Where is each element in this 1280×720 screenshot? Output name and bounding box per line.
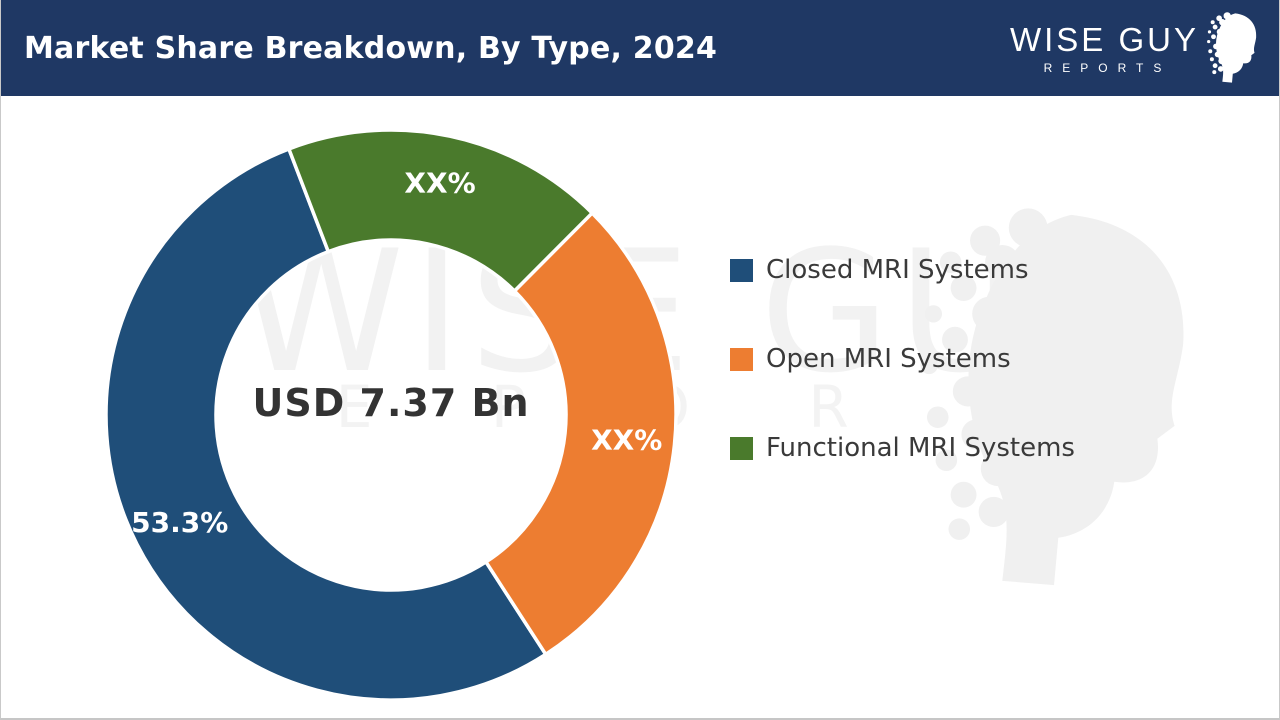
donut-chart: 53.3% XX% XX% bbox=[104, 128, 678, 702]
legend-swatch-1 bbox=[730, 348, 753, 372]
wiseguy-logo-text: WISE GUY REPORTS bbox=[1010, 23, 1199, 74]
logo-wordmark: WISE GUY bbox=[1009, 20, 1199, 58]
legend-label-1: Open MRI Systems bbox=[766, 344, 1011, 375]
donut-slice-1 bbox=[484, 211, 678, 657]
slice-label-1: XX% bbox=[591, 423, 662, 456]
chart-legend: Closed MRI Systems Open MRI Systems Functi… bbox=[730, 255, 1075, 465]
legend-swatch-0 bbox=[730, 259, 753, 283]
header-bar: Market Share Breakdown, By Type, 2024 WI… bbox=[1, 0, 1279, 96]
slice-label-0: 53.3% bbox=[131, 506, 228, 539]
legend-item-1: Open MRI Systems bbox=[730, 344, 1075, 375]
wiseguy-face-icon bbox=[1207, 12, 1257, 83]
legend-label-2: Functional MRI Systems bbox=[766, 433, 1075, 464]
logo-subtitle: REPORTS bbox=[1043, 60, 1172, 75]
wiseguy-logo: WISE GUY REPORTS bbox=[1010, 11, 1261, 85]
page-title: Market Share Breakdown, By Type, 2024 bbox=[24, 30, 718, 66]
legend-item-2: Functional MRI Systems bbox=[730, 433, 1075, 464]
donut-slice-0 bbox=[104, 147, 548, 702]
legend-swatch-2 bbox=[730, 437, 753, 461]
slice-label-2: XX% bbox=[404, 167, 475, 200]
legend-label-0: Closed MRI Systems bbox=[766, 255, 1029, 285]
chart-center-value: USD 7.37 Bn bbox=[252, 381, 530, 425]
donut-slice-2 bbox=[287, 128, 594, 293]
legend-item-0: Closed MRI Systems bbox=[730, 255, 1075, 286]
